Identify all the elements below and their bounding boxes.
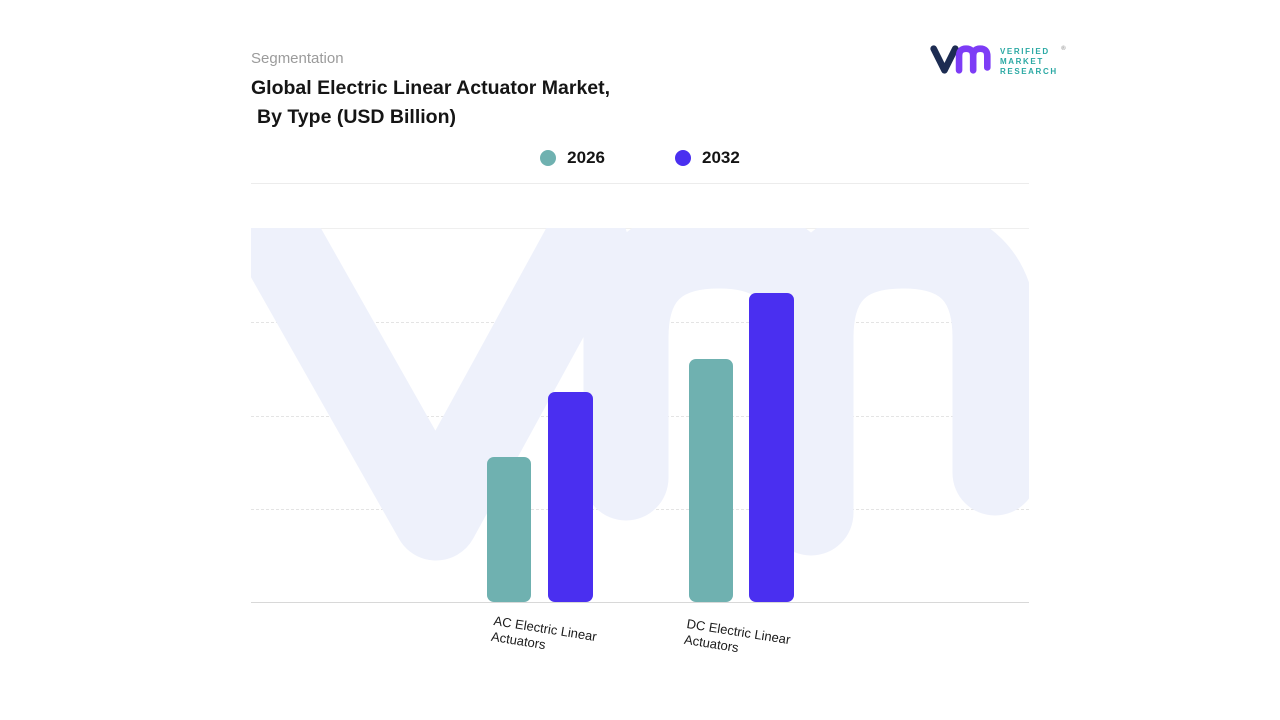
logo-word-research: RESEARCH [1000, 66, 1058, 76]
bar-ac-2026 [487, 457, 531, 602]
gridline [251, 228, 1029, 229]
title-line-1: Global Electric Linear Actuator Market, [251, 77, 611, 99]
eyebrow-label: Segmentation [251, 50, 344, 67]
x-axis-labels: AC Electric Linear Actuators DC Electric… [251, 603, 1029, 673]
vmr-logo-text: ® VERIFIED MARKET RESEARCH [1000, 46, 1066, 77]
gridline [251, 509, 1029, 510]
legend-item-2032: 2032 [675, 148, 740, 168]
legend-label-2032: 2032 [702, 148, 740, 167]
logo-word-verified: VERIFIED [1000, 46, 1050, 56]
legend-dot-2026 [540, 150, 557, 166]
title-line-2: By Type (USD Billion) [257, 106, 456, 128]
x-axis-label-dc: DC Electric Linear Actuators [683, 616, 792, 656]
logo-word-market: MARKET [1000, 56, 1044, 66]
gridline [251, 416, 1029, 417]
page-title: Global Electric Linear Actuator Market, … [251, 74, 610, 132]
vmr-logo-icon [928, 40, 992, 83]
registered-mark: ® [1061, 45, 1066, 52]
legend-item-2026: 2026 [540, 148, 605, 168]
bar-dc-2032 [749, 293, 794, 602]
legend-dot-2032 [675, 150, 691, 166]
gridline [251, 322, 1029, 323]
chart-legend: 2026 2032 [251, 148, 1029, 168]
legend-separator-line [251, 183, 1029, 184]
legend-label-2026: 2026 [567, 148, 605, 167]
x-axis-label-ac: AC Electric Linear Actuators [490, 613, 598, 653]
bar-dc-2026 [689, 358, 733, 602]
vmr-logo: ® VERIFIED MARKET RESEARCH [928, 40, 1066, 83]
bar-ac-2032 [548, 391, 593, 602]
bar-chart-plot-area [251, 228, 1029, 603]
